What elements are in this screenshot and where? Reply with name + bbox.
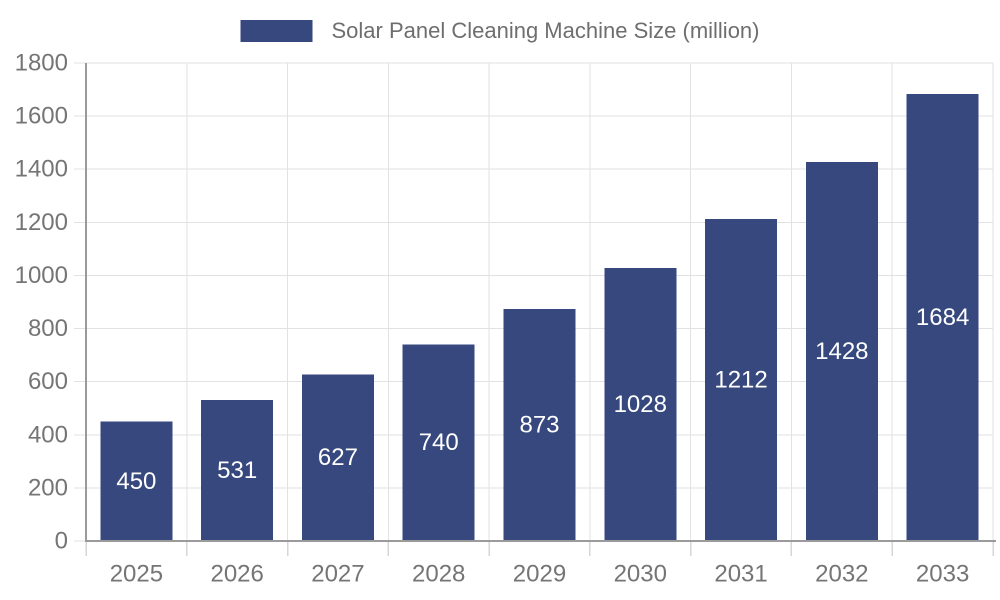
- bar-value-label: 1028: [614, 391, 667, 418]
- bar-2027[interactable]: [301, 374, 374, 541]
- x-tick-label: 2032: [815, 561, 868, 588]
- y-tick-label: 1200: [15, 209, 68, 236]
- bar-value-label: 1428: [815, 338, 868, 365]
- legend[interactable]: Solar Panel Cleaning Machine Size (milli…: [240, 18, 760, 43]
- legend-label: Solar Panel Cleaning Machine Size (milli…: [331, 18, 760, 43]
- bar-2030[interactable]: [604, 268, 677, 541]
- bar-value-label: 627: [318, 444, 358, 471]
- x-tick-label: 2027: [311, 561, 364, 588]
- bar-value-label: 531: [217, 457, 257, 484]
- y-tick-label: 200: [28, 474, 68, 501]
- legend-swatch: [240, 20, 313, 42]
- x-tick-label: 2028: [412, 561, 465, 588]
- bar-value-label: 1684: [916, 304, 969, 331]
- bar-value-label: 1212: [714, 367, 767, 394]
- x-tick-label: 2033: [916, 561, 969, 588]
- bar-value-label: 873: [519, 412, 559, 439]
- bar-2029[interactable]: [503, 309, 576, 541]
- y-tick-label: 1400: [15, 156, 68, 183]
- y-tick-label: 800: [28, 315, 68, 342]
- x-tick-label: 2031: [714, 561, 767, 588]
- y-tick-label: 0: [55, 528, 68, 555]
- bar-value-label: 740: [419, 429, 459, 456]
- bar-2028[interactable]: [402, 344, 475, 541]
- x-tick-label: 2029: [513, 561, 566, 588]
- bar-2032[interactable]: [805, 161, 878, 541]
- y-tick-label: 1600: [15, 103, 68, 130]
- bar-2031[interactable]: [705, 219, 778, 541]
- y-tick-label: 1800: [15, 50, 68, 77]
- y-tick-label: 600: [28, 368, 68, 395]
- y-tick-label: 1000: [15, 262, 68, 289]
- x-tick-label: 2026: [210, 561, 263, 588]
- x-tick-label: 2025: [110, 561, 163, 588]
- y-tick-label: 400: [28, 421, 68, 448]
- bar-value-label: 450: [116, 468, 156, 495]
- bar-2026[interactable]: [201, 399, 274, 541]
- bar-2025[interactable]: [100, 421, 173, 542]
- bar-2033[interactable]: [906, 93, 979, 541]
- x-tick-label: 2030: [614, 561, 667, 588]
